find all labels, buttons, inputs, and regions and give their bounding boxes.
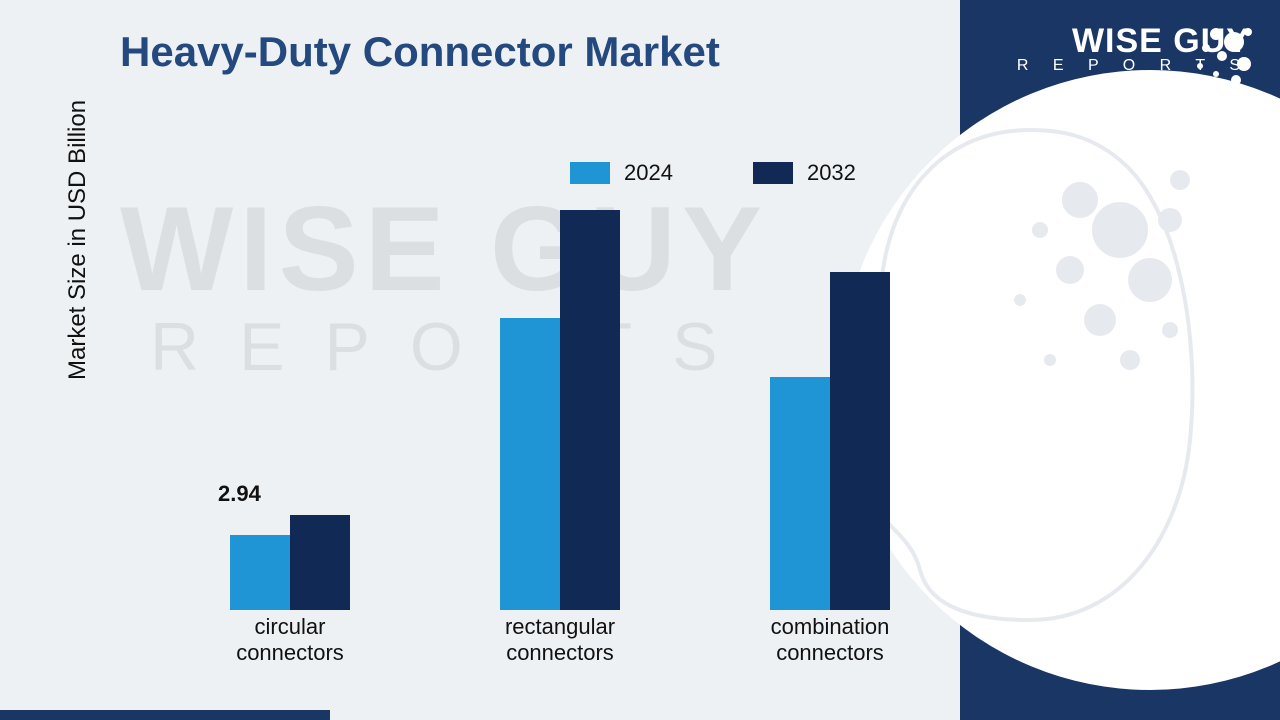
category-label: combinationconnectors: [730, 614, 930, 667]
chart-plot: 2.94: [120, 200, 940, 610]
bar-pair: [770, 272, 890, 610]
legend-swatch-2024: [570, 162, 610, 184]
y-axis-label: Market Size in USD Billion: [64, 100, 92, 380]
bar: [290, 515, 350, 610]
category-label: rectangularconnectors: [460, 614, 660, 667]
legend-item-2024: 2024: [570, 160, 673, 186]
brand-dots-icon: [1186, 24, 1256, 94]
bar-value-label: 2.94: [218, 481, 261, 507]
bar: [560, 210, 620, 610]
bar-pair: [230, 515, 350, 610]
legend-label-2024: 2024: [624, 160, 673, 186]
bar: [830, 272, 890, 610]
chart-title: Heavy-Duty Connector Market: [120, 28, 720, 76]
brand-logo: WISE GUY R E P O R T S: [1017, 22, 1250, 75]
bar: [230, 535, 290, 610]
legend-swatch-2032: [753, 162, 793, 184]
legend-item-2032: 2032: [753, 160, 856, 186]
bar: [770, 377, 830, 610]
bar: [500, 318, 560, 610]
legend: 2024 2032: [570, 160, 856, 186]
bar-pair: [500, 210, 620, 610]
bottom-strip: [0, 710, 330, 720]
category-label: circularconnectors: [190, 614, 390, 667]
stage: WISE GUY REPORTS Heavy-Duty Connector Ma…: [0, 0, 1280, 720]
legend-label-2032: 2032: [807, 160, 856, 186]
